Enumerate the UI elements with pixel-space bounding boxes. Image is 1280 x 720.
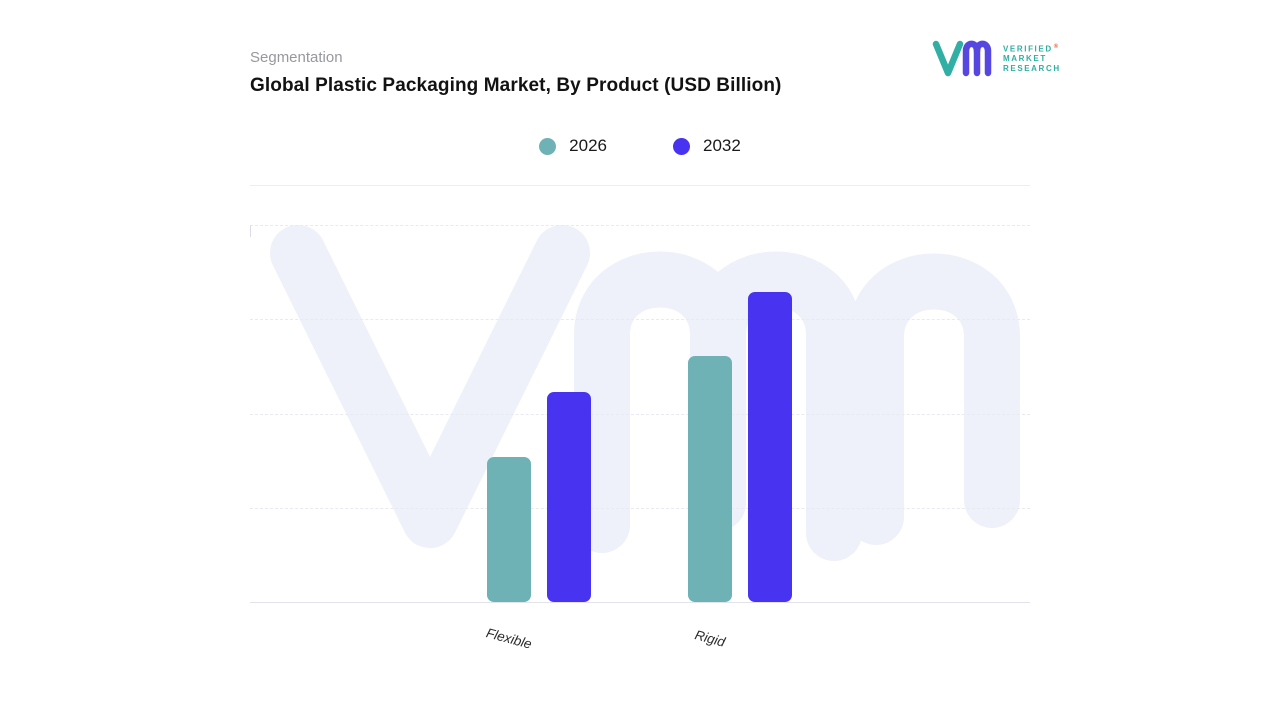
x-axis-line	[250, 602, 1030, 603]
legend-label-2026: 2026	[569, 136, 607, 155]
gridline	[250, 414, 1030, 415]
brand-line-market: MARKET	[1003, 54, 1047, 64]
brand-line-verified: VERIFIED®	[1003, 43, 1059, 54]
gridline	[250, 319, 1030, 320]
legend-dot-2026	[539, 137, 557, 155]
y-axis-tick	[250, 225, 251, 237]
page-title: Global Plastic Packaging Market, By Prod…	[250, 75, 782, 96]
header-divider	[250, 185, 1030, 186]
category-label-rigid: Rigid	[693, 627, 727, 650]
vmr-logo-icon	[932, 40, 992, 77]
plot-area: Flexible Rigid	[250, 225, 1030, 652]
category-label-flexible: Flexible	[484, 625, 534, 652]
bar-rigid-2026[interactable]	[688, 356, 732, 602]
brand-line-research: RESEARCH	[1003, 64, 1061, 74]
registered-trademark: ®	[1053, 43, 1059, 50]
gridline	[250, 225, 1030, 226]
legend-dot-2032	[673, 137, 690, 155]
brand-text: VERIFIED® MARKET RESEARCH	[1003, 42, 1061, 75]
section-eyebrow: Segmentation	[250, 49, 343, 66]
bar-flexible-2026[interactable]	[487, 457, 531, 602]
bar-rigid-2032[interactable]	[748, 292, 792, 602]
legend-label-2032: 2032	[703, 136, 741, 155]
legend-item-2026[interactable]: 2026	[539, 136, 607, 156]
brand-logo: VERIFIED® MARKET RESEARCH	[932, 36, 1061, 80]
gridline	[250, 508, 1030, 509]
bar-flexible-2032[interactable]	[547, 392, 591, 602]
legend-item-2032[interactable]: 2032	[673, 136, 741, 156]
chart-legend: 2026 2032	[250, 136, 1030, 156]
